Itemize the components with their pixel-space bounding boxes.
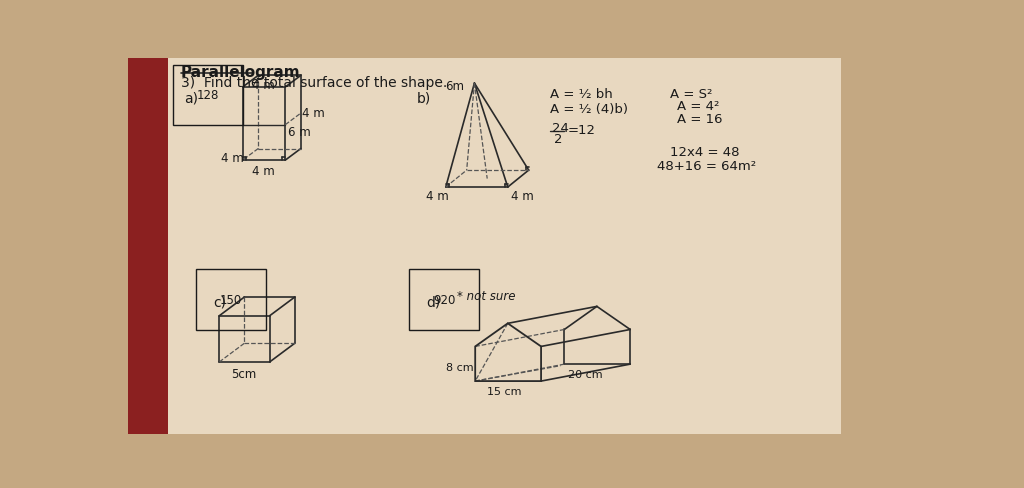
- Text: A = 4²: A = 4²: [677, 100, 719, 113]
- Text: 4 m: 4 m: [252, 79, 275, 92]
- Text: 920: 920: [433, 293, 456, 306]
- Text: 4 m: 4 m: [302, 107, 326, 120]
- Text: 24: 24: [552, 122, 568, 135]
- Text: d): d): [426, 295, 440, 309]
- Bar: [841, 59, 922, 434]
- Text: b): b): [417, 91, 431, 105]
- Text: 3)  Find the total surface of the shape.: 3) Find the total surface of the shape.: [180, 76, 446, 90]
- Text: 4 m: 4 m: [252, 164, 275, 178]
- Text: 150: 150: [220, 293, 243, 306]
- Text: 20 cm: 20 cm: [568, 369, 603, 379]
- Text: 5cm: 5cm: [231, 367, 257, 381]
- Text: 12x4 = 48: 12x4 = 48: [671, 145, 740, 159]
- Bar: [128, 59, 168, 434]
- Text: 4 m: 4 m: [511, 189, 534, 202]
- Text: 128: 128: [197, 89, 219, 102]
- Text: 4 m: 4 m: [426, 189, 449, 202]
- Text: A = 16: A = 16: [677, 112, 722, 125]
- Text: 6 m: 6 m: [288, 125, 310, 139]
- Text: 48+16 = 64m²: 48+16 = 64m²: [656, 159, 756, 172]
- Text: Parallelogram: Parallelogram: [180, 65, 300, 80]
- Text: A = ½ bh: A = ½ bh: [550, 88, 613, 101]
- Text: 15 cm: 15 cm: [487, 386, 522, 397]
- Text: a): a): [184, 91, 199, 105]
- Text: 4 m: 4 m: [221, 152, 244, 164]
- Text: 6m: 6m: [445, 80, 464, 93]
- Text: * not sure: * not sure: [458, 290, 516, 303]
- Text: c): c): [213, 295, 226, 309]
- Text: A = ½ (4)b): A = ½ (4)b): [550, 103, 629, 116]
- Text: =12: =12: [567, 124, 595, 137]
- Text: 8 cm: 8 cm: [445, 362, 473, 372]
- Text: 2: 2: [554, 133, 563, 146]
- Text: A = S²: A = S²: [671, 88, 713, 101]
